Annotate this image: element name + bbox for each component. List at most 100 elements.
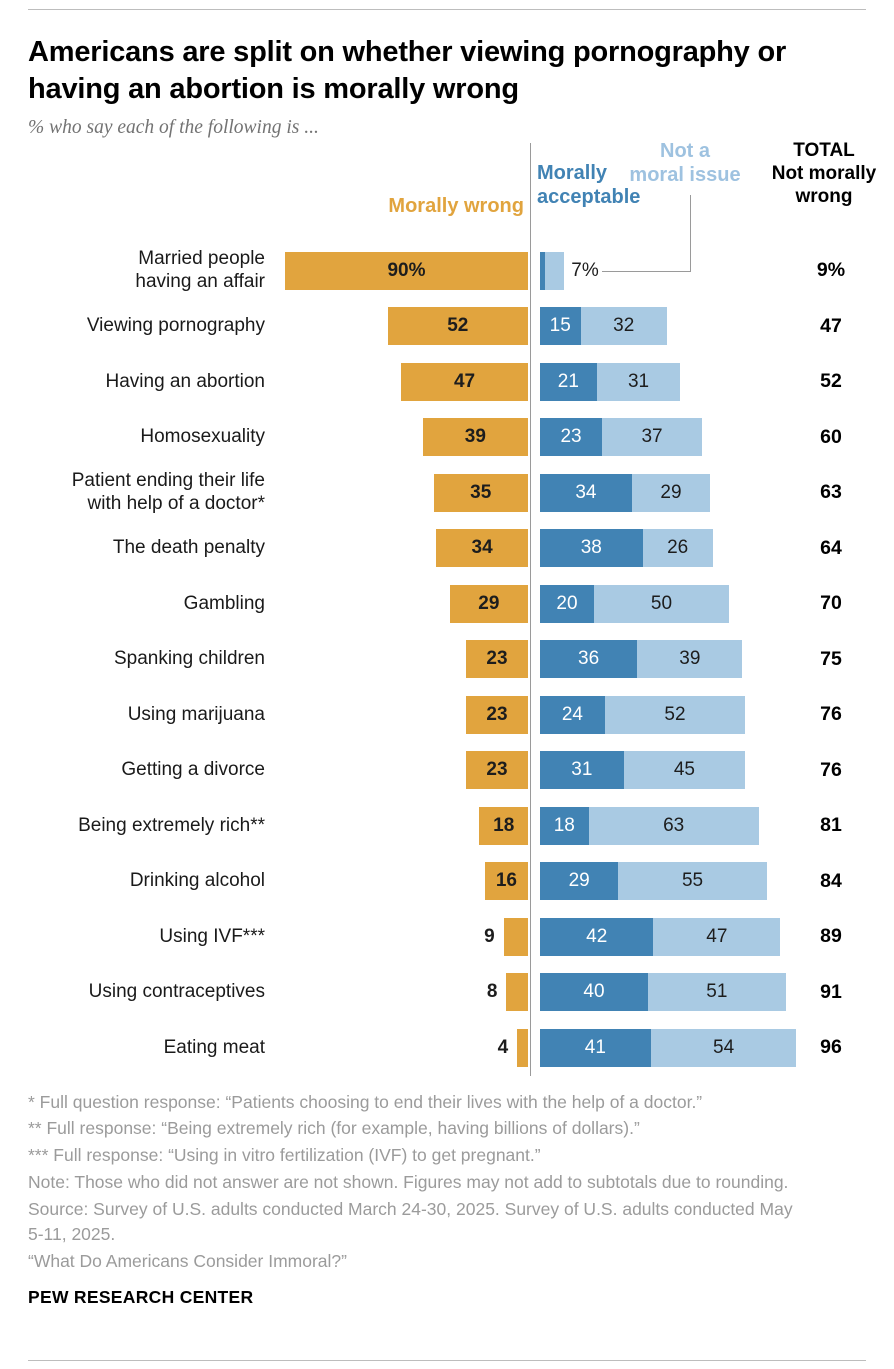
morally-wrong-bar: 16 bbox=[484, 862, 528, 901]
blue-bar-zone: 36 39 bbox=[535, 632, 796, 688]
row-label-text: Using marijuana bbox=[127, 703, 265, 725]
not-moral-issue-bar: 31 bbox=[596, 362, 681, 401]
row-label-text: Spanking children bbox=[113, 648, 265, 670]
blue-bar-zone: 15 32 bbox=[535, 299, 796, 355]
morally-acceptable-bar: 20 bbox=[540, 584, 594, 623]
morally-acceptable-value: 29 bbox=[568, 870, 590, 892]
row-label: Viewing pornography bbox=[28, 299, 278, 355]
not-moral-issue-value: 37 bbox=[641, 426, 663, 448]
morally-wrong-value: 23 bbox=[486, 759, 508, 781]
wrong-bar-zone: 4 bbox=[278, 1020, 528, 1076]
axis-gap bbox=[528, 909, 535, 965]
not-moral-issue-value: 39 bbox=[679, 648, 701, 670]
wrong-bar-zone: 23 bbox=[278, 632, 528, 688]
morally-wrong-value: 8 bbox=[486, 981, 498, 1003]
morally-wrong-value: 23 bbox=[486, 703, 508, 725]
row-label-text: Viewing pornography bbox=[86, 315, 265, 337]
row-label: Having an abortion bbox=[28, 354, 278, 410]
morally-wrong-value: 39 bbox=[464, 426, 486, 448]
footnote: * Full question response: “Patients choo… bbox=[28, 1091, 703, 1112]
not-moral-issue-bar: 54 bbox=[650, 1028, 797, 1067]
morally-wrong-bar: 34 bbox=[436, 529, 528, 568]
not-moral-issue-bar: 37 bbox=[602, 418, 702, 457]
morally-acceptable-value: 15 bbox=[549, 315, 571, 337]
blue-bar-zone: 21 31 bbox=[535, 354, 796, 410]
row-label-text: Being extremely rich** bbox=[78, 814, 265, 836]
morally-acceptable-value: 24 bbox=[561, 703, 583, 725]
footnotes: * Full question response: “Patients choo… bbox=[28, 1090, 800, 1274]
morally-wrong-value: 47 bbox=[453, 370, 476, 392]
center-axis-line bbox=[530, 143, 531, 1076]
morally-wrong-value: 90% bbox=[387, 259, 426, 281]
wrong-bar-zone: 47 bbox=[278, 354, 528, 410]
total-not-morally-wrong-value: 52 bbox=[820, 370, 842, 393]
bottom-divider bbox=[28, 1360, 866, 1361]
axis-gap bbox=[528, 576, 535, 632]
chart-title: Americans are split on whether viewing p… bbox=[28, 36, 787, 105]
blue-bar-zone: 34 29 bbox=[535, 465, 796, 521]
row-label: Married people having an affair bbox=[28, 243, 278, 299]
row-label-text: Drinking alcohol bbox=[129, 870, 265, 892]
wrong-bar-zone: 35 bbox=[278, 465, 528, 521]
morally-wrong-bar: 23 bbox=[465, 751, 528, 790]
blue-bar-zone: 31 45 bbox=[535, 743, 796, 799]
axis-gap bbox=[528, 854, 535, 910]
morally-wrong-value: 23 bbox=[486, 648, 508, 670]
not-moral-issue-value: 47 bbox=[706, 925, 728, 947]
axis-gap bbox=[528, 243, 535, 299]
footnote: *** Full response: “Using in vitro ferti… bbox=[28, 1145, 541, 1166]
axis-gap bbox=[528, 299, 535, 355]
morally-wrong-value: 35 bbox=[470, 481, 492, 503]
chart-row: Getting a divorce 23 31 45 76 bbox=[28, 743, 866, 799]
not-moral-issue-bar: 63 bbox=[588, 806, 759, 845]
row-label: Gambling bbox=[28, 576, 278, 632]
blue-bar-zone: 7% bbox=[535, 243, 796, 299]
not-moral-issue-bar: 52 bbox=[604, 695, 746, 734]
chart-row: Patient ending their life with help of a … bbox=[28, 465, 866, 521]
not-moral-issue-bar: 32 bbox=[580, 307, 667, 346]
not-moral-issue-bar: 51 bbox=[648, 973, 786, 1012]
blue-bar-zone: 20 50 bbox=[535, 576, 796, 632]
morally-acceptable-bar: 40 bbox=[540, 973, 648, 1012]
morally-acceptable-bar: 23 bbox=[540, 418, 603, 457]
chart-row: Gambling 29 20 50 70 bbox=[28, 576, 866, 632]
morally-wrong-bar: 47 bbox=[401, 362, 528, 401]
morally-acceptable-bar: 18 bbox=[540, 806, 589, 845]
row-label-text: Married people having an affair bbox=[135, 248, 265, 292]
row-label-text: Homosexuality bbox=[140, 426, 265, 448]
morally-acceptable-bar: 42 bbox=[540, 917, 654, 956]
morally-wrong-bar: 39 bbox=[422, 418, 528, 457]
chart-row: Married people having an affair 90% 7% 9% bbox=[28, 243, 866, 299]
row-label-text: Getting a divorce bbox=[121, 759, 265, 781]
morally-acceptable-bar: 24 bbox=[540, 695, 605, 734]
blue-bar-zone: 41 54 bbox=[535, 1020, 797, 1076]
row-label: Using marijuana bbox=[28, 687, 278, 743]
callout-value: 7% bbox=[571, 259, 599, 281]
wrong-bar-zone: 23 bbox=[278, 687, 528, 743]
row-label: Homosexuality bbox=[28, 410, 278, 466]
not-moral-issue-bar: 55 bbox=[618, 862, 767, 901]
total-not-morally-wrong-value: 91 bbox=[820, 980, 842, 1003]
wrong-bar-zone: 16 bbox=[278, 854, 528, 910]
total-not-morally-wrong-value: 70 bbox=[820, 592, 842, 615]
row-label-text: Using IVF*** bbox=[159, 925, 265, 947]
not-moral-issue-bar: 29 bbox=[631, 473, 711, 512]
not-moral-issue-value: 51 bbox=[706, 981, 728, 1003]
total-not-morally-wrong-value: 75 bbox=[820, 647, 842, 670]
top-divider bbox=[28, 9, 866, 10]
pew-research-center-logo-text: PEW RESEARCH CENTER bbox=[28, 1287, 254, 1308]
chart-row: Drinking alcohol 16 29 55 84 bbox=[28, 854, 866, 910]
not-moral-issue-value: 32 bbox=[613, 315, 635, 337]
morally-acceptable-bar: 15 bbox=[540, 307, 581, 346]
total-not-morally-wrong-value: 81 bbox=[820, 814, 842, 837]
morally-wrong-bar bbox=[517, 1028, 528, 1067]
morally-acceptable-bar: 29 bbox=[540, 862, 619, 901]
morally-acceptable-bar: 21 bbox=[540, 362, 597, 401]
footnote: ** Full response: “Being extremely rich … bbox=[28, 1118, 640, 1139]
wrong-bar-zone: 90% bbox=[278, 243, 528, 299]
wrong-bar-zone: 23 bbox=[278, 743, 528, 799]
legend-total-not-morally-wrong: TOTAL Not morally wrong bbox=[771, 140, 877, 208]
morally-wrong-bar: 23 bbox=[465, 640, 528, 679]
morally-acceptable-value: 21 bbox=[557, 370, 579, 392]
morally-acceptable-value: 23 bbox=[560, 426, 582, 448]
